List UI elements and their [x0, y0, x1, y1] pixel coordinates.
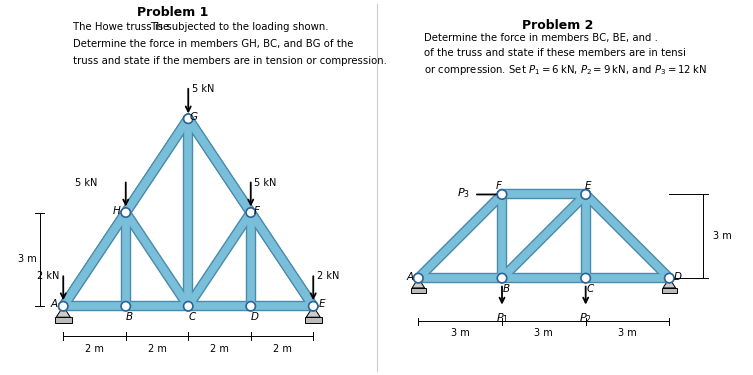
Text: D: D: [251, 312, 258, 322]
Polygon shape: [305, 317, 322, 323]
Circle shape: [581, 190, 590, 199]
Circle shape: [121, 302, 130, 311]
Text: Problem 2: Problem 2: [522, 19, 593, 32]
Text: of the truss and state if these members are in tensi: of the truss and state if these members …: [424, 48, 686, 58]
Text: 3 m: 3 m: [451, 328, 470, 338]
Text: 3 m: 3 m: [712, 231, 731, 241]
Text: B: B: [126, 312, 133, 322]
Text: C: C: [188, 312, 196, 322]
Text: 5 kN: 5 kN: [255, 178, 277, 188]
Text: 3 m: 3 m: [18, 254, 37, 264]
Text: 2 m: 2 m: [273, 344, 291, 354]
Text: 2 m: 2 m: [210, 344, 229, 354]
Text: A: A: [51, 299, 58, 309]
Polygon shape: [410, 288, 426, 293]
Circle shape: [497, 190, 507, 199]
Text: The Howe truss is subjected to the loading shown.: The Howe truss is subjected to the loadi…: [72, 22, 328, 32]
Text: A: A: [407, 272, 413, 282]
Circle shape: [413, 273, 423, 283]
Text: $P_2$: $P_2$: [579, 311, 592, 325]
Text: $P_3$: $P_3$: [457, 186, 470, 200]
Circle shape: [309, 302, 318, 311]
Text: 2 kN: 2 kN: [37, 271, 59, 280]
Circle shape: [246, 208, 255, 217]
Text: The: The: [150, 22, 172, 32]
Text: G: G: [190, 112, 198, 122]
Circle shape: [184, 114, 193, 123]
Text: 5 kN: 5 kN: [75, 178, 98, 188]
Text: D: D: [674, 272, 681, 282]
Text: Determine the force in members BC, BE, and .: Determine the force in members BC, BE, a…: [424, 33, 658, 43]
Text: F: F: [496, 181, 502, 191]
Text: 2 m: 2 m: [148, 344, 166, 354]
Circle shape: [497, 273, 507, 283]
Text: Problem 1: Problem 1: [137, 6, 209, 19]
Circle shape: [184, 302, 193, 311]
Text: B: B: [502, 284, 510, 294]
Circle shape: [665, 273, 674, 283]
Polygon shape: [56, 306, 70, 317]
Text: E: E: [585, 181, 592, 191]
Text: 2 kN: 2 kN: [317, 271, 340, 280]
Text: 5 kN: 5 kN: [192, 84, 215, 94]
Text: E: E: [319, 299, 325, 309]
Polygon shape: [663, 278, 675, 288]
Circle shape: [121, 208, 130, 217]
Text: Determine the force in members GH, BC, and BG of the: Determine the force in members GH, BC, a…: [72, 39, 353, 49]
Text: or compression. Set $P_1$ = 6 kN, $P_2$ = 9 kN, and $P_3$ = 12 kN: or compression. Set $P_1$ = 6 kN, $P_2$ …: [424, 63, 707, 77]
Text: 2 m: 2 m: [85, 344, 104, 354]
Text: 3 m: 3 m: [618, 328, 637, 338]
Circle shape: [581, 273, 590, 283]
Text: $P_1$: $P_1$: [495, 311, 508, 325]
Circle shape: [59, 302, 68, 311]
Polygon shape: [306, 306, 320, 317]
Text: truss and state if the members are in tension or compression.: truss and state if the members are in te…: [72, 56, 386, 66]
Text: C: C: [587, 284, 593, 294]
Polygon shape: [662, 288, 677, 293]
Polygon shape: [55, 317, 72, 323]
Text: H: H: [113, 206, 121, 216]
Text: 3 m: 3 m: [535, 328, 553, 338]
Circle shape: [246, 302, 255, 311]
Text: F: F: [254, 206, 260, 216]
Polygon shape: [412, 278, 425, 288]
